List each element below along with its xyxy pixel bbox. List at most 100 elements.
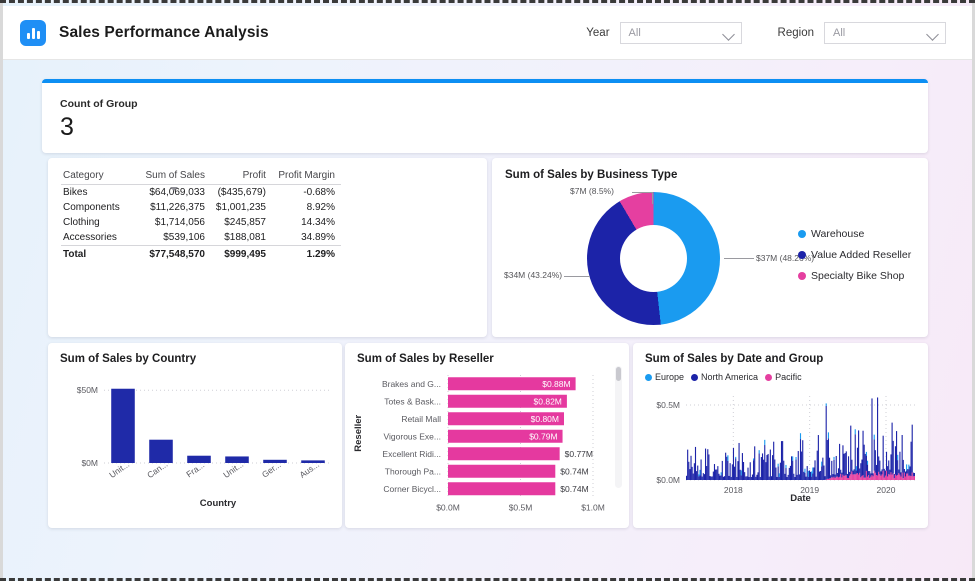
cell-category: Accessories: [63, 232, 117, 243]
cell-category: Bikes: [63, 187, 88, 198]
cell-sales: $11,226,375: [150, 202, 205, 213]
reseller-bar[interactable]: [448, 394, 567, 408]
cell-profit: ($435,679): [217, 187, 266, 198]
country-bar[interactable]: [225, 456, 249, 463]
cell-total-margin: 1.29%: [271, 245, 341, 262]
donut-label-warehouse: $37M (48.26%): [756, 253, 815, 263]
date-area-chart[interactable]: $0.0M $0.5M 2018 2019 2020 Date: [633, 388, 928, 528]
reseller-bar-value-label: $0.82M: [534, 396, 562, 406]
chevron-down-icon: [926, 27, 939, 41]
date-chart-legend: Europe North America Pacific: [645, 372, 802, 382]
legend-color-swatch: [691, 373, 699, 381]
table-row[interactable]: Components $11,226,375 $1,001,235 8.92%: [61, 200, 341, 215]
cell-margin: 8.92%: [306, 202, 335, 213]
reseller-scrollbar-thumb[interactable]: [616, 367, 621, 381]
reseller-bar[interactable]: [448, 377, 576, 391]
cell-sales: $64,069,033: [149, 187, 205, 198]
country-bar-card[interactable]: Sum of Sales by Country $0M $50M Unit... Ca…: [48, 343, 342, 528]
cell-profit: $245,857: [224, 217, 266, 228]
country-x-axis-title: Country: [200, 498, 237, 509]
column-header-sum-of-sales-label: Sum of Sales: [145, 170, 205, 181]
kpi-label: Count of Group: [60, 98, 138, 110]
filter-year-label: Year: [586, 26, 610, 39]
reseller-category-label: Corner Bicycl...: [383, 484, 441, 494]
date-group-area-card[interactable]: Sum of Sales by Date and Group Europe No…: [633, 343, 928, 528]
reseller-bar-card[interactable]: Sum of Sales by Reseller $0.0M $0.5M $1.0M…: [345, 343, 629, 528]
column-header-profit-margin[interactable]: Profit Margin: [271, 170, 341, 185]
region-select[interactable]: All: [824, 21, 946, 44]
brand: Sales Performance Analysis: [3, 19, 269, 46]
reseller-bar[interactable]: [448, 482, 556, 496]
date-y-tick-label: $0.0M: [656, 475, 680, 485]
cell-margin: -0.68%: [303, 187, 335, 198]
table-row[interactable]: Accessories $539,106 $188,081 34.89%: [61, 230, 341, 246]
date-chart-title: Sum of Sales by Date and Group: [645, 353, 824, 365]
column-header-category[interactable]: Category: [61, 170, 138, 185]
reseller-bar[interactable]: [448, 447, 560, 461]
cell-margin: 34.89%: [301, 232, 335, 243]
legend-color-swatch: [765, 373, 773, 381]
column-header-sum-of-sales[interactable]: Sum of Sales: [137, 170, 211, 191]
sort-descending-icon: [170, 187, 179, 191]
reseller-x-tick-label: $1.0M: [581, 503, 605, 513]
reseller-bar-value-label: $0.79M: [529, 431, 557, 441]
cell-profit: $188,081: [224, 232, 266, 243]
kpi-card-count-of-group[interactable]: Count of Group 3: [42, 79, 928, 153]
legend-item-europe[interactable]: Europe: [645, 372, 684, 382]
reseller-scrollbar[interactable]: [615, 366, 622, 488]
reseller-bar-value-label: $0.74M: [560, 466, 588, 476]
date-x-axis-title: Date: [790, 493, 811, 504]
country-bar[interactable]: [187, 455, 211, 463]
donut-leader-specialty-v: [652, 192, 653, 204]
donut-label-specialty-bike-shop: $7M (8.5%): [570, 186, 614, 196]
reseller-x-tick-label: $0.0M: [436, 503, 460, 513]
reseller-category-label: Vigorous Exe...: [384, 431, 442, 441]
donut-chart[interactable]: [587, 192, 727, 325]
filter-year: Year All: [586, 21, 742, 44]
column-header-profit[interactable]: Profit: [210, 170, 272, 185]
legend-item-warehouse[interactable]: Warehouse: [798, 228, 911, 240]
legend-item-value-added-reseller[interactable]: Value Added Reseller: [798, 249, 911, 261]
reseller-bar-value-label: $0.74M: [560, 484, 588, 494]
reseller-category-label: Thorough Pa...: [385, 466, 441, 476]
cell-total-label: Total: [61, 245, 138, 262]
year-select-value: All: [628, 26, 641, 39]
donut-hole: [620, 225, 687, 292]
country-bar[interactable]: [149, 439, 173, 463]
reseller-bar[interactable]: [448, 464, 556, 478]
country-bar[interactable]: [263, 459, 287, 463]
country-bar[interactable]: [301, 460, 325, 463]
reseller-bar[interactable]: [448, 429, 563, 443]
donut-chart-title: Sum of Sales by Business Type: [505, 169, 678, 181]
reseller-bar-chart[interactable]: $0.0M $0.5M $1.0M Brakes and G... $0.88M Tote…: [345, 369, 629, 524]
country-y-tick-label: $0M: [81, 458, 98, 468]
country-bar[interactable]: [111, 388, 135, 463]
app-header: Sales Performance Analysis Year All Regi…: [3, 6, 972, 60]
legend-item-pacific[interactable]: Pacific: [765, 372, 802, 382]
cell-sales: $1,714,056: [154, 217, 205, 228]
table-header-row: Category Sum of Sales Profit Profit Marg…: [61, 170, 341, 191]
page-right-rule: [972, 3, 975, 578]
legend-label: North America: [701, 372, 759, 382]
legend-item-specialty-bike-shop[interactable]: Specialty Bike Shop: [798, 270, 911, 282]
table-row[interactable]: Clothing $1,714,056 $245,857 14.34%: [61, 215, 341, 230]
date-x-tick-label: 2020: [877, 485, 896, 495]
reseller-bar[interactable]: [448, 412, 564, 426]
reseller-y-axis-title: Reseller: [353, 414, 364, 451]
table-row[interactable]: Bikes $64,069,033 ($435,679) -0.68%: [61, 185, 341, 201]
legend-label: Warehouse: [811, 228, 865, 240]
category-table-card[interactable]: Category Sum of Sales Profit Profit Marg…: [48, 158, 487, 337]
donut-leader-warehouse: [724, 258, 754, 259]
filter-region-label: Region: [777, 26, 814, 39]
bar-chart-icon: [20, 19, 46, 46]
legend-color-swatch: [798, 251, 806, 259]
business-type-donut-card[interactable]: Sum of Sales by Business Type $37M (48.2…: [492, 158, 928, 337]
legend-label: Value Added Reseller: [811, 249, 912, 261]
legend-item-north-america[interactable]: North America: [691, 372, 758, 382]
kpi-value: 3: [60, 113, 74, 141]
year-select[interactable]: All: [619, 21, 742, 44]
legend-color-swatch: [645, 373, 652, 381]
donut-legend: Warehouse Value Added Reseller Specialty…: [798, 228, 911, 291]
